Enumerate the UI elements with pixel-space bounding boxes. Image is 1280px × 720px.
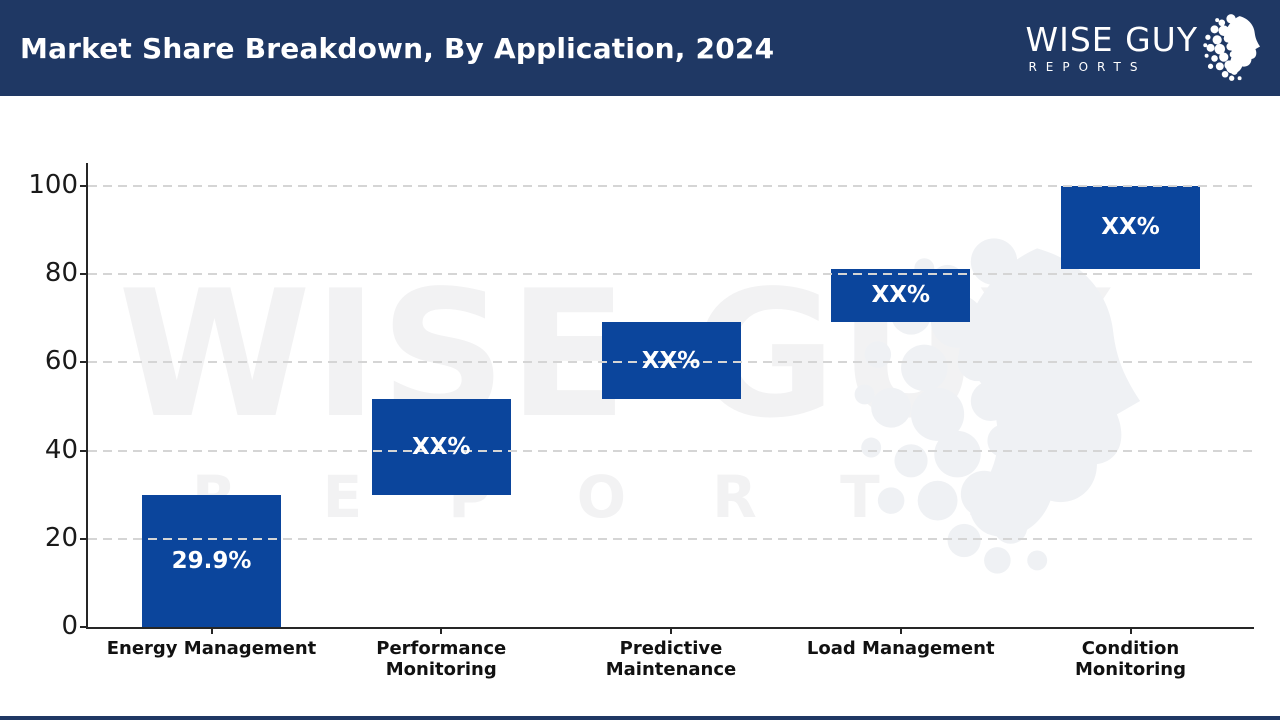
y-axis-tick	[80, 361, 88, 364]
bar-value-label: XX%	[641, 347, 701, 374]
logo-head-icon	[1200, 12, 1266, 85]
y-axis-line	[86, 163, 88, 629]
gridline	[88, 185, 1254, 187]
x-category-label: Performance Monitoring	[376, 638, 507, 680]
gridline	[88, 361, 1254, 364]
logo-subtext: REPORTS	[1028, 60, 1147, 74]
bar-3	[601, 321, 741, 400]
gridline	[88, 449, 1254, 452]
logo-wordmark: WISE GUY	[1025, 20, 1198, 59]
gridline	[88, 273, 1254, 276]
bar-value-label: XX%	[1101, 214, 1160, 241]
y-axis-tick-label: 100	[28, 170, 78, 200]
x-axis-line	[86, 627, 1254, 629]
bar-1	[142, 495, 281, 627]
y-axis-tick-label: 80	[44, 258, 78, 289]
chart-title: Market Share Breakdown, By Application, …	[20, 31, 775, 65]
bar-value-label: 29.9%	[171, 548, 252, 575]
y-axis-tick	[80, 537, 88, 540]
bar-5	[1061, 186, 1200, 269]
y-axis-tick-label: 40	[44, 434, 78, 465]
y-axis-tick-label: 0	[61, 611, 78, 641]
y-axis-tick-label: 20	[44, 522, 78, 553]
x-axis-tick	[670, 627, 672, 634]
x-axis-tick	[440, 627, 443, 634]
x-axis-tick	[210, 627, 213, 634]
y-axis-tick	[80, 185, 88, 187]
bar-2	[371, 399, 511, 496]
y-axis-tick	[80, 626, 88, 628]
bar-4	[831, 268, 971, 322]
footer-bar	[0, 716, 1280, 720]
bar-value-label: XX%	[871, 282, 930, 309]
bar-value-label: XX%	[411, 434, 471, 461]
x-axis-tick	[1129, 627, 1132, 634]
x-category-label: Predictive Maintenance	[605, 638, 737, 680]
x-category-label: Condition Monitoring	[1075, 638, 1186, 680]
x-category-label: Energy Management	[106, 638, 317, 659]
x-axis-tick	[899, 627, 902, 634]
y-axis-tick	[80, 449, 88, 452]
y-axis-tick	[80, 273, 88, 276]
gridline	[88, 537, 1254, 540]
watermark-subtext: REPORTS	[192, 463, 1094, 531]
brand-logo: WISE GUY REPORTS	[1025, 12, 1266, 85]
x-category-label: Load Management	[806, 638, 995, 659]
header: Market Share Breakdown, By Application, …	[0, 0, 1280, 96]
y-axis-tick-label: 60	[44, 346, 78, 377]
